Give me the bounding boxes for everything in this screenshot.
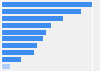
Bar [1,57,21,62]
Bar [1,30,46,35]
Bar [1,2,92,7]
Bar [1,64,10,69]
Bar [1,36,43,41]
Bar [1,50,34,55]
Bar [1,16,63,21]
Bar [1,23,51,28]
Bar [1,9,81,14]
Bar [1,43,37,48]
